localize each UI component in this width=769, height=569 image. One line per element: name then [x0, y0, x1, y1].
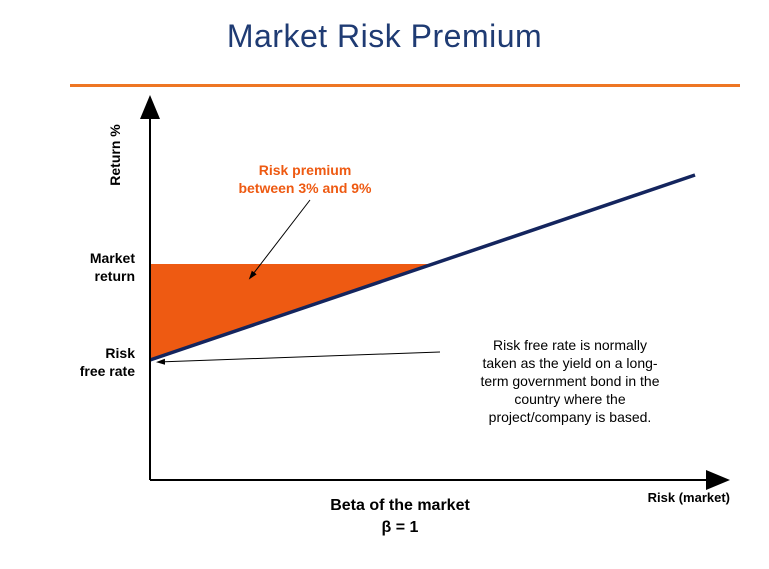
y-tick-market-return-2: return — [95, 268, 135, 284]
chart-svg: Return % Market return Risk free rate Ri… — [0, 0, 769, 569]
y-axis-label: Return % — [107, 124, 123, 186]
y-tick-market-return-1: Market — [90, 250, 135, 266]
y-tick-risk-free-2: free rate — [80, 363, 135, 379]
risk-free-note-4: country where the — [514, 391, 625, 407]
y-tick-risk-free-1: Risk — [105, 345, 135, 361]
risk-free-note-1: Risk free rate is normally — [493, 337, 647, 353]
x-axis-label: Risk (market) — [648, 490, 730, 505]
risk-free-note-2: taken as the yield on a long- — [482, 355, 657, 371]
risk-premium-label-1: Risk premium — [259, 162, 352, 178]
risk-free-note-3: term government bond in the — [481, 373, 660, 389]
x-center-label-2: β = 1 — [382, 519, 419, 536]
risk-premium-label-2: between 3% and 9% — [238, 180, 372, 196]
x-center-label-1: Beta of the market — [330, 497, 470, 514]
risk-free-arrow — [158, 352, 440, 362]
risk-free-note-5: project/company is based. — [489, 409, 652, 425]
